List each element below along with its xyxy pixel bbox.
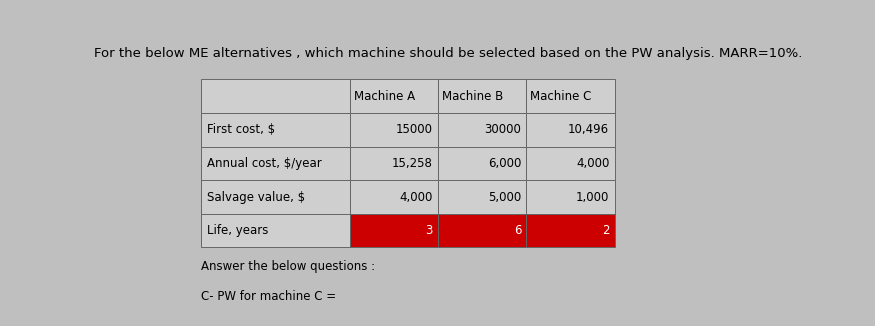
Text: 6,000: 6,000 <box>487 157 522 170</box>
Text: 6: 6 <box>514 224 522 237</box>
Text: 1,000: 1,000 <box>576 190 609 203</box>
Bar <box>350 113 438 147</box>
Text: Life, years: Life, years <box>206 224 269 237</box>
Bar <box>527 180 614 214</box>
Text: Annual cost, $/year: Annual cost, $/year <box>206 157 322 170</box>
Text: 5,000: 5,000 <box>488 190 522 203</box>
Text: Salvage value, $: Salvage value, $ <box>206 190 305 203</box>
Bar <box>201 147 350 180</box>
Bar <box>350 79 438 113</box>
Bar <box>201 79 350 113</box>
Bar <box>201 180 350 214</box>
Bar <box>527 113 614 147</box>
Bar <box>438 113 527 147</box>
Text: 30000: 30000 <box>484 123 522 136</box>
Bar <box>527 214 614 247</box>
Text: 3: 3 <box>425 224 433 237</box>
Text: 4,000: 4,000 <box>400 190 433 203</box>
Bar <box>201 113 350 147</box>
Bar <box>350 147 438 180</box>
Text: Machine B: Machine B <box>442 90 503 103</box>
Text: Answer the below questions :: Answer the below questions : <box>201 260 375 273</box>
Text: 15000: 15000 <box>396 123 433 136</box>
Bar <box>438 147 527 180</box>
Bar <box>438 180 527 214</box>
Text: 15,258: 15,258 <box>392 157 433 170</box>
Text: Machine A: Machine A <box>354 90 415 103</box>
Text: First cost, $: First cost, $ <box>206 123 275 136</box>
Text: 10,496: 10,496 <box>568 123 609 136</box>
Bar <box>350 180 438 214</box>
Bar <box>438 79 527 113</box>
Text: C- PW for machine C =: C- PW for machine C = <box>201 290 336 303</box>
Text: 2: 2 <box>602 224 609 237</box>
Text: For the below ME alternatives , which machine should be selected based on the PW: For the below ME alternatives , which ma… <box>94 47 802 60</box>
Text: 4,000: 4,000 <box>576 157 609 170</box>
Bar <box>350 214 438 247</box>
Bar <box>527 147 614 180</box>
Bar <box>438 214 527 247</box>
Text: Machine C: Machine C <box>530 90 592 103</box>
Bar <box>201 214 350 247</box>
Bar <box>527 79 614 113</box>
